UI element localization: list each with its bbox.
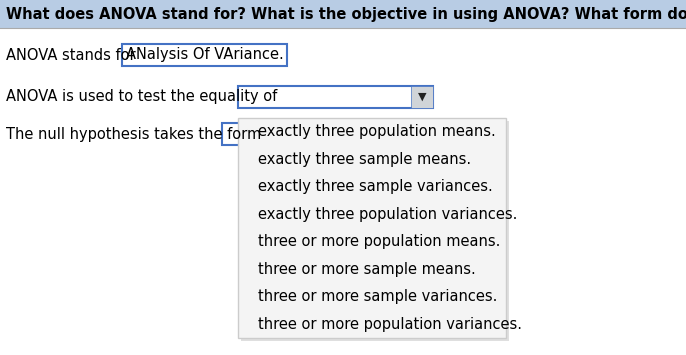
FancyBboxPatch shape (0, 0, 686, 28)
FancyBboxPatch shape (411, 86, 433, 108)
Text: three or more population means.: three or more population means. (258, 234, 500, 249)
Text: exactly three population variances.: exactly three population variances. (258, 207, 517, 222)
FancyBboxPatch shape (241, 121, 509, 341)
Text: ANOVA stands for: ANOVA stands for (6, 48, 136, 62)
Text: three or more sample means.: three or more sample means. (258, 262, 476, 277)
FancyBboxPatch shape (238, 86, 433, 108)
Text: The null hypothesis takes the form: The null hypothesis takes the form (6, 126, 261, 142)
Text: ANalysis Of VAriance.: ANalysis Of VAriance. (126, 48, 283, 62)
Text: What does ANOVA stand for? What is the objective in using ANOVA? What form does : What does ANOVA stand for? What is the o… (6, 6, 686, 22)
Text: exactly three sample means.: exactly three sample means. (258, 152, 471, 167)
Text: three or more population variances.: three or more population variances. (258, 317, 522, 332)
Text: three or more sample variances.: three or more sample variances. (258, 289, 497, 304)
Text: ANOVA is used to test the equality of: ANOVA is used to test the equality of (6, 89, 277, 104)
Text: exactly three population means.: exactly three population means. (258, 124, 496, 139)
FancyBboxPatch shape (222, 123, 250, 145)
Text: exactly three sample variances.: exactly three sample variances. (258, 179, 493, 194)
FancyBboxPatch shape (238, 118, 506, 338)
FancyBboxPatch shape (122, 44, 287, 66)
Text: ▼: ▼ (418, 92, 426, 102)
